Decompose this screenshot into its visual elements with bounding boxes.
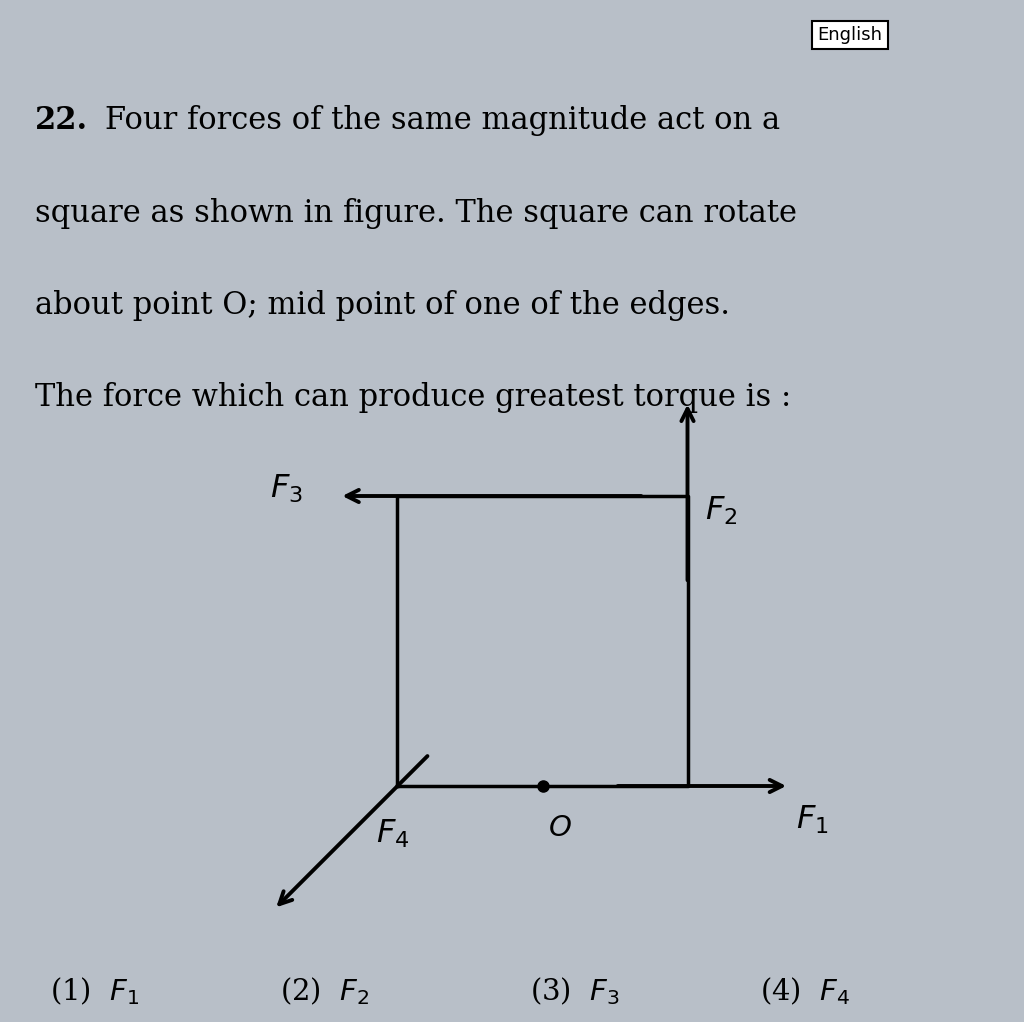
- Text: (4)  $F_4$: (4) $F_4$: [760, 975, 850, 1007]
- Text: $F_3$: $F_3$: [270, 472, 303, 505]
- Text: $F_1$: $F_1$: [797, 803, 828, 836]
- Text: The force which can produce greatest torque is :: The force which can produce greatest tor…: [35, 382, 792, 413]
- Text: English: English: [817, 26, 883, 44]
- Text: $F_4$: $F_4$: [376, 818, 410, 850]
- Text: $O$: $O$: [548, 814, 571, 842]
- Text: 22.: 22.: [35, 105, 88, 136]
- Text: Four forces of the same magnitude act on a: Four forces of the same magnitude act on…: [105, 105, 780, 136]
- Text: (1)  $F_1$: (1) $F_1$: [50, 975, 139, 1007]
- Text: $F_2$: $F_2$: [705, 495, 737, 526]
- Text: square as shown in figure. The square can rotate: square as shown in figure. The square ca…: [35, 198, 797, 229]
- Text: (3)  $F_3$: (3) $F_3$: [530, 975, 620, 1007]
- Text: about point O; mid point of one of the edges.: about point O; mid point of one of the e…: [35, 290, 730, 321]
- Text: (2)  $F_2$: (2) $F_2$: [280, 975, 370, 1007]
